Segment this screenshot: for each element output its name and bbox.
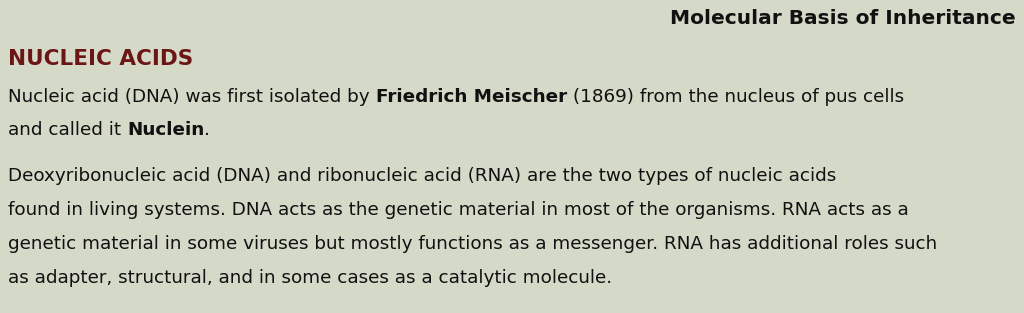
- Text: and called it: and called it: [8, 121, 127, 140]
- Text: NUCLEIC ACIDS: NUCLEIC ACIDS: [8, 49, 194, 69]
- Text: genetic material in some viruses but mostly functions as a messenger. RNA has ad: genetic material in some viruses but mos…: [8, 235, 937, 253]
- Text: Friedrich Meischer: Friedrich Meischer: [376, 88, 567, 106]
- Text: .: .: [205, 121, 210, 140]
- Text: Nucleic acid (DNA) was first isolated by: Nucleic acid (DNA) was first isolated by: [8, 88, 376, 106]
- Text: Molecular Basis of Inheritance: Molecular Basis of Inheritance: [670, 9, 1016, 28]
- Text: Deoxyribonucleic acid (DNA) and ribonucleic acid (RNA) are the two types of nucl: Deoxyribonucleic acid (DNA) and ribonucl…: [8, 167, 837, 186]
- Text: (1869) from the nucleus of pus cells: (1869) from the nucleus of pus cells: [567, 88, 904, 106]
- Text: Nuclein: Nuclein: [127, 121, 205, 140]
- Text: found in living systems. DNA acts as the genetic material in most of the organis: found in living systems. DNA acts as the…: [8, 201, 909, 219]
- Text: as adapter, structural, and in some cases as a catalytic molecule.: as adapter, structural, and in some case…: [8, 269, 612, 287]
